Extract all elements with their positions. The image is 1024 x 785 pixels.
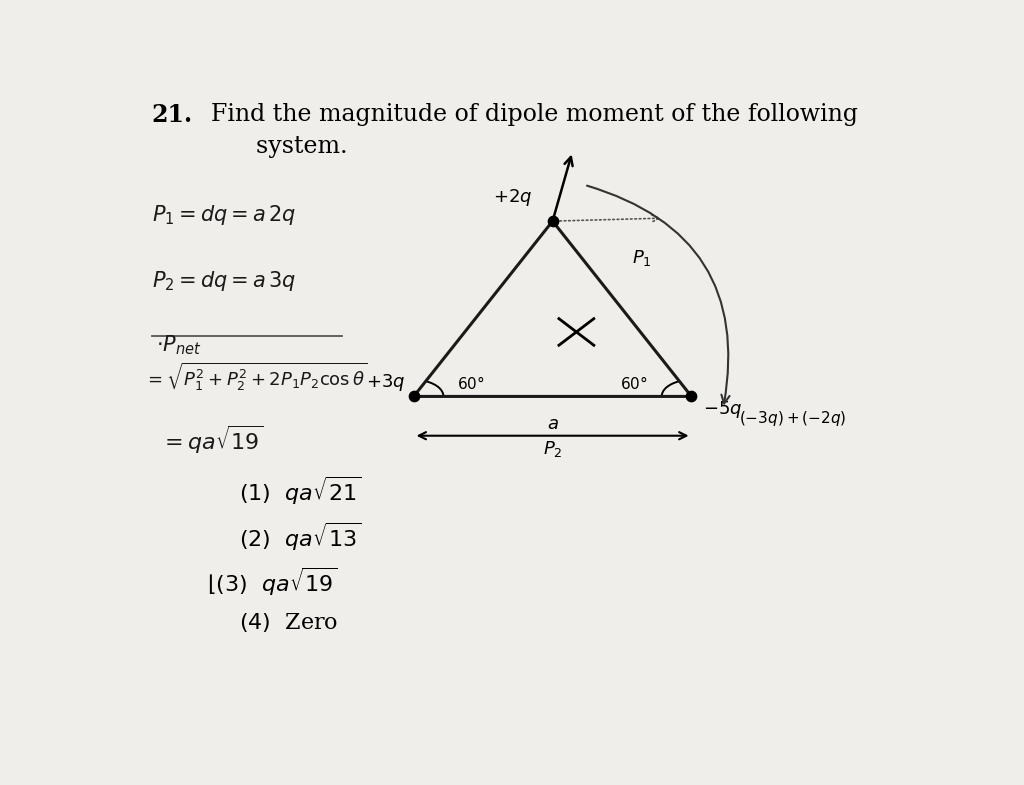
Text: $P_1 = dq = a\,2q$: $P_1 = dq = a\,2q$	[152, 203, 296, 227]
Text: Find the magnitude of dipole moment of the following
      system.: Find the magnitude of dipole moment of t…	[211, 104, 858, 159]
Point	[545, 215, 561, 228]
Text: $\cdot P_{net}$: $\cdot P_{net}$	[156, 333, 202, 356]
Text: 21.: 21.	[152, 104, 193, 127]
Text: $P_2 = dq = a\,3q$: $P_2 = dq = a\,3q$	[152, 269, 296, 294]
Text: $+2q$: $+2q$	[494, 187, 532, 208]
Text: $= qa\sqrt{19}$: $= qa\sqrt{19}$	[160, 424, 263, 456]
Text: $= \sqrt{P_1^2 + P_2^2 + 2P_1P_2\cos\theta}$: $= \sqrt{P_1^2 + P_2^2 + 2P_1P_2\cos\the…	[143, 360, 368, 392]
Text: $(4)$  Zero: $(4)$ Zero	[240, 611, 338, 634]
Text: $(1)$  $qa\sqrt{21}$: $(1)$ $qa\sqrt{21}$	[240, 475, 361, 507]
Point	[683, 390, 699, 403]
Text: $P_1$: $P_1$	[632, 248, 651, 268]
Text: $60°$: $60°$	[621, 374, 648, 392]
Text: $P_2$: $P_2$	[543, 439, 562, 458]
Text: $(2)$  $qa\sqrt{13}$: $(2)$ $qa\sqrt{13}$	[240, 520, 361, 553]
Text: $-5q$: $-5q$	[703, 400, 742, 421]
Text: $\lfloor(3)$  $qa\sqrt{19}$: $\lfloor(3)$ $qa\sqrt{19}$	[207, 566, 338, 598]
Point	[406, 390, 422, 403]
Text: $(-3q)+(-2q)$: $(-3q)+(-2q)$	[739, 408, 847, 428]
Text: $a$: $a$	[547, 414, 558, 433]
Text: $+3q$: $+3q$	[367, 372, 406, 393]
Text: $60°$: $60°$	[458, 374, 485, 392]
